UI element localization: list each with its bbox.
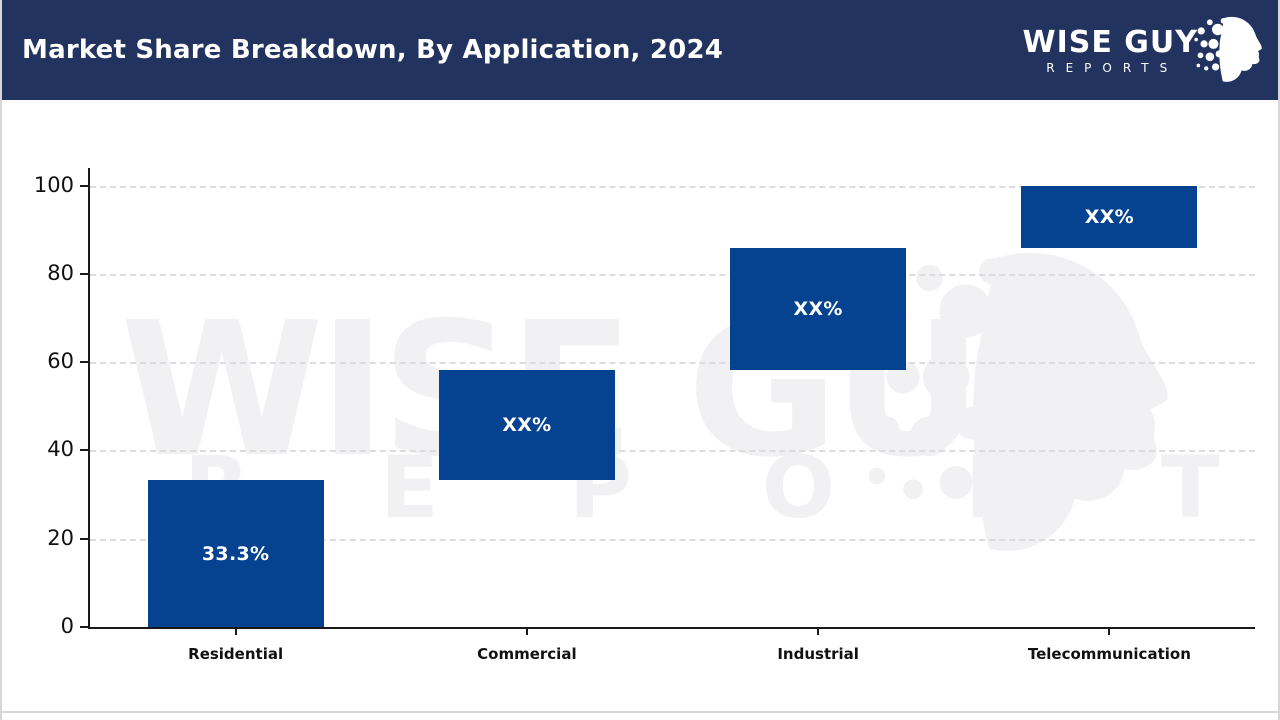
brand-name: WISE GUY bbox=[1022, 25, 1198, 60]
y-axis-tick bbox=[80, 537, 88, 540]
y-axis-tick bbox=[80, 626, 88, 628]
grid-line bbox=[90, 185, 1255, 188]
bottom-border-line bbox=[2, 711, 1278, 713]
bar-commercial: XX% bbox=[438, 369, 615, 481]
bar-value-label: 33.3% bbox=[201, 542, 270, 565]
bar-residential: 33.3% bbox=[147, 480, 324, 627]
bar-industrial: XX% bbox=[730, 248, 907, 370]
y-axis-line bbox=[88, 168, 90, 629]
chart-canvas: WISE GUY R E P O R T S 02040608010033.3%… bbox=[2, 100, 1278, 716]
x-axis-line bbox=[88, 627, 1255, 629]
x-category-label: Commercial bbox=[477, 645, 577, 663]
x-axis-tick bbox=[234, 629, 237, 635]
y-axis-tick bbox=[80, 449, 88, 452]
watermark-face-icon bbox=[858, 252, 1168, 551]
y-axis-tick bbox=[80, 184, 88, 187]
brand-logo-text: WISE GUY REPORTS bbox=[1022, 25, 1198, 75]
y-axis-tick-label: 60 bbox=[47, 348, 74, 373]
bar-telecommunication: XX% bbox=[1021, 185, 1198, 249]
brand-subtitle: REPORTS bbox=[1046, 61, 1179, 75]
y-axis-tick-label: 100 bbox=[33, 172, 74, 197]
x-axis-tick bbox=[817, 629, 820, 635]
x-axis-tick bbox=[525, 629, 528, 635]
grid-line bbox=[90, 538, 1255, 541]
y-axis-tick bbox=[80, 361, 88, 364]
brand-face-icon bbox=[1194, 16, 1262, 82]
y-axis-tick-label: 20 bbox=[47, 525, 74, 550]
header-bar: Market Share Breakdown, By Application, … bbox=[2, 0, 1278, 100]
bar-value-label: XX% bbox=[1084, 205, 1134, 228]
grid-line bbox=[90, 362, 1255, 365]
grid-line bbox=[90, 273, 1255, 276]
y-axis-tick-label: 40 bbox=[47, 437, 74, 462]
brand-logo: WISE GUY REPORTS bbox=[1022, 8, 1266, 92]
bar-value-label: XX% bbox=[502, 413, 552, 436]
x-category-label: Telecommunication bbox=[1027, 645, 1191, 663]
x-category-label: Industrial bbox=[777, 645, 859, 663]
plot-area: 0 20 40 60 80 100 33.3% Residential XX% Commercia… bbox=[34, 168, 1255, 663]
bar-value-label: XX% bbox=[793, 297, 843, 320]
y-axis-tick bbox=[80, 272, 88, 275]
y-axis-tick-label: 0 bbox=[60, 613, 74, 638]
x-axis-tick bbox=[1108, 629, 1111, 635]
y-axis-tick-label: 80 bbox=[47, 260, 74, 285]
grid-line bbox=[90, 450, 1255, 453]
x-category-label: Residential bbox=[188, 645, 284, 663]
page-title: Market Share Breakdown, By Application, … bbox=[22, 35, 724, 65]
